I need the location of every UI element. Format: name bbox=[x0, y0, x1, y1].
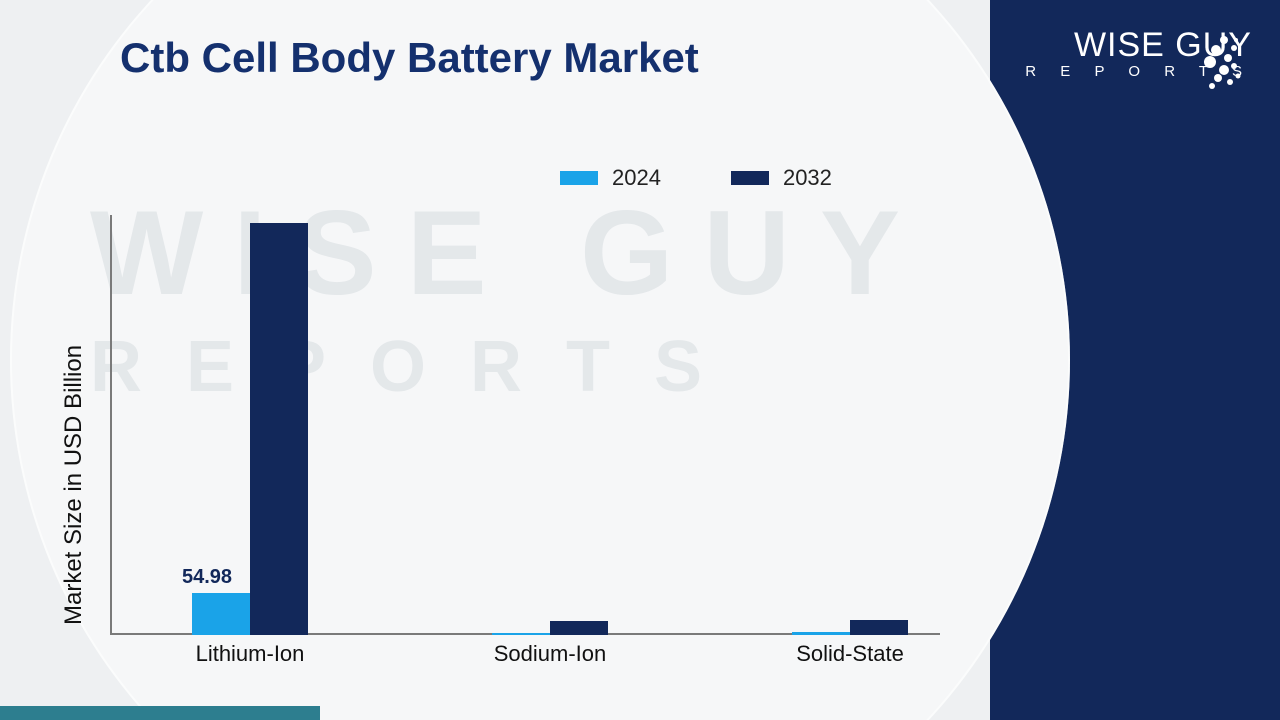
legend-swatch-2024 bbox=[560, 171, 598, 185]
brand-logo: WISE GUY R E P O R T S bbox=[1025, 26, 1252, 80]
page-title: Ctb Cell Body Battery Market bbox=[120, 34, 699, 82]
bar-pair bbox=[150, 223, 350, 635]
bottom-accent-strip bbox=[0, 706, 320, 720]
stage: WISE GUY REPORTS Ctb Cell Body Battery M… bbox=[0, 0, 1280, 720]
legend-item-2024: 2024 bbox=[560, 165, 661, 191]
plot-area: Lithium-Ion54.98Sodium-IonSolid-State bbox=[110, 215, 940, 635]
x-axis-category-label: Sodium-Ion bbox=[450, 641, 650, 667]
bar-2024 bbox=[492, 633, 550, 635]
bar-pair bbox=[450, 621, 650, 635]
bar-pair bbox=[750, 620, 950, 635]
y-axis-label: Market Size in USD Billion bbox=[60, 345, 88, 625]
bar-2032 bbox=[250, 223, 308, 635]
bar-2024 bbox=[192, 593, 250, 635]
legend-item-2032: 2032 bbox=[731, 165, 832, 191]
legend-swatch-2032 bbox=[731, 171, 769, 185]
x-axis-category-label: Solid-State bbox=[750, 641, 950, 667]
y-axis-line bbox=[110, 215, 112, 635]
legend-label-2024: 2024 bbox=[612, 165, 661, 191]
bar-2032 bbox=[550, 621, 608, 635]
bar-value-label: 54.98 bbox=[182, 566, 232, 589]
x-axis-category-label: Lithium-Ion bbox=[150, 641, 350, 667]
brand-sub: R E P O R T S bbox=[1025, 63, 1252, 80]
legend-label-2032: 2032 bbox=[783, 165, 832, 191]
bar-2032 bbox=[850, 620, 908, 635]
bar-2024 bbox=[792, 632, 850, 635]
brand-name: WISE GUY bbox=[1025, 26, 1252, 65]
legend: 2024 2032 bbox=[560, 165, 832, 191]
